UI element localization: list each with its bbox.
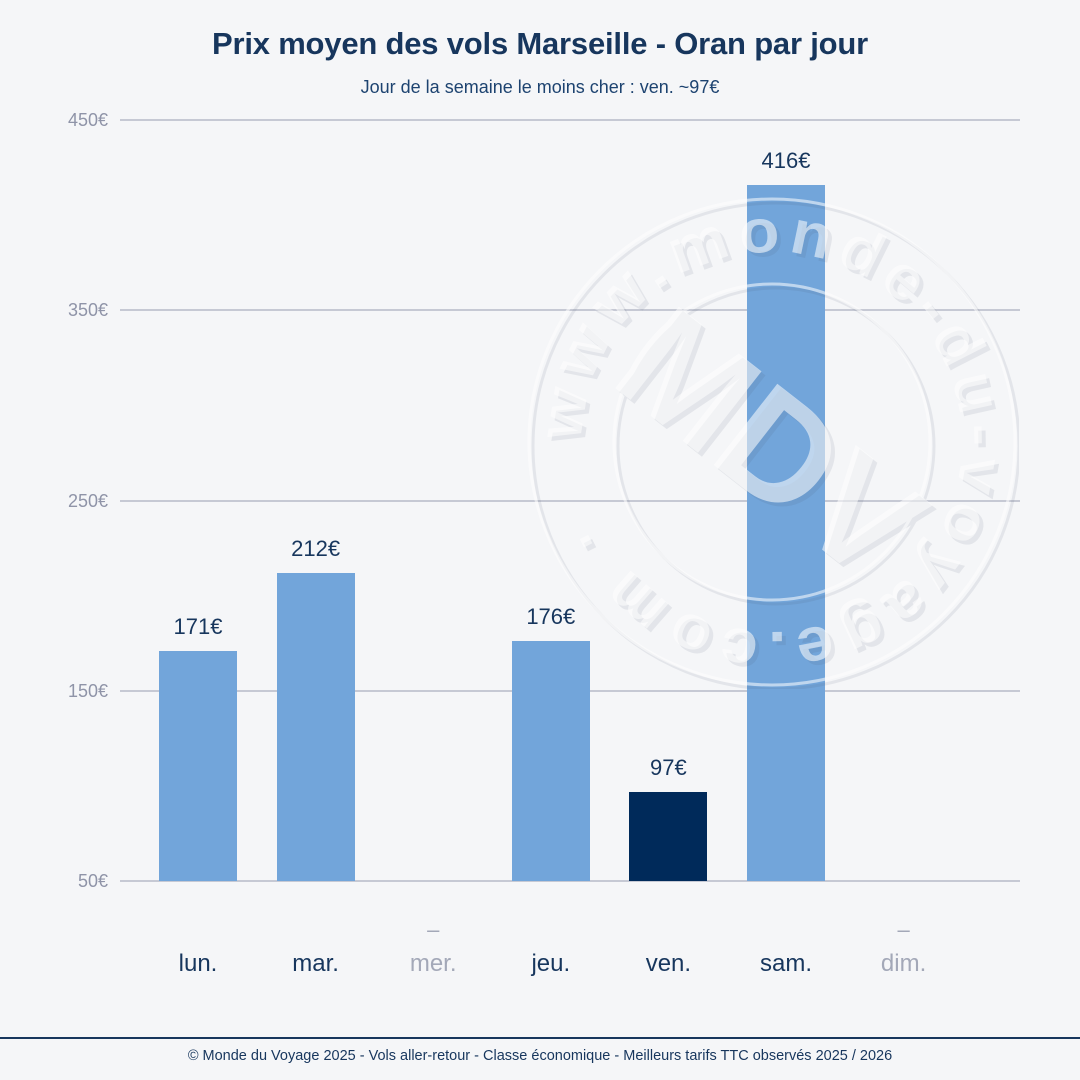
ytick-label-150: 150€ [67,680,108,701]
bar-jeu [511,641,590,881]
bar-ven [629,791,708,881]
gridline-250 [120,499,1020,502]
value-label-sam: 416€ [761,147,811,173]
ytick-label-350: 350€ [67,300,108,321]
value-label-mar: 212€ [291,535,341,561]
ytick-label-250: 250€ [67,490,108,511]
xtick-label-mer: mer. [409,950,457,977]
gridline-50 [120,880,1020,882]
xtick-label-mar: mar. [292,950,339,977]
chart-title: Prix moyen des vols Marseille - Oran par… [211,26,869,61]
bar-sam [747,184,825,881]
bar-mar [276,572,355,881]
xtick-label-ven: ven. [645,950,692,977]
ytick-label-450: 450€ [67,110,108,130]
no-data-marker-mer: – [427,917,440,942]
bar-lun [159,650,237,881]
no-data-marker-dim: – [897,917,910,942]
xtick-label-dim: dim. [880,950,927,977]
footer-text: © Monde du Voyage 2025 - Vols aller-reto… [187,1048,893,1064]
gridline-450 [120,119,1020,121]
footer-divider [0,1037,1080,1039]
value-label-lun: 171€ [173,613,223,639]
xtick-label-sam: sam. [759,950,812,977]
value-label-jeu: 176€ [526,604,576,630]
value-label-ven: 97€ [650,754,687,780]
xtick-label-lun: lun. [178,950,218,977]
gridline-350 [120,309,1020,312]
chart-subtitle: Jour de la semaine le moins cher : ven. … [360,77,720,97]
ytick-label-50: 50€ [77,871,108,891]
xtick-label-jeu: jeu. [531,950,571,977]
